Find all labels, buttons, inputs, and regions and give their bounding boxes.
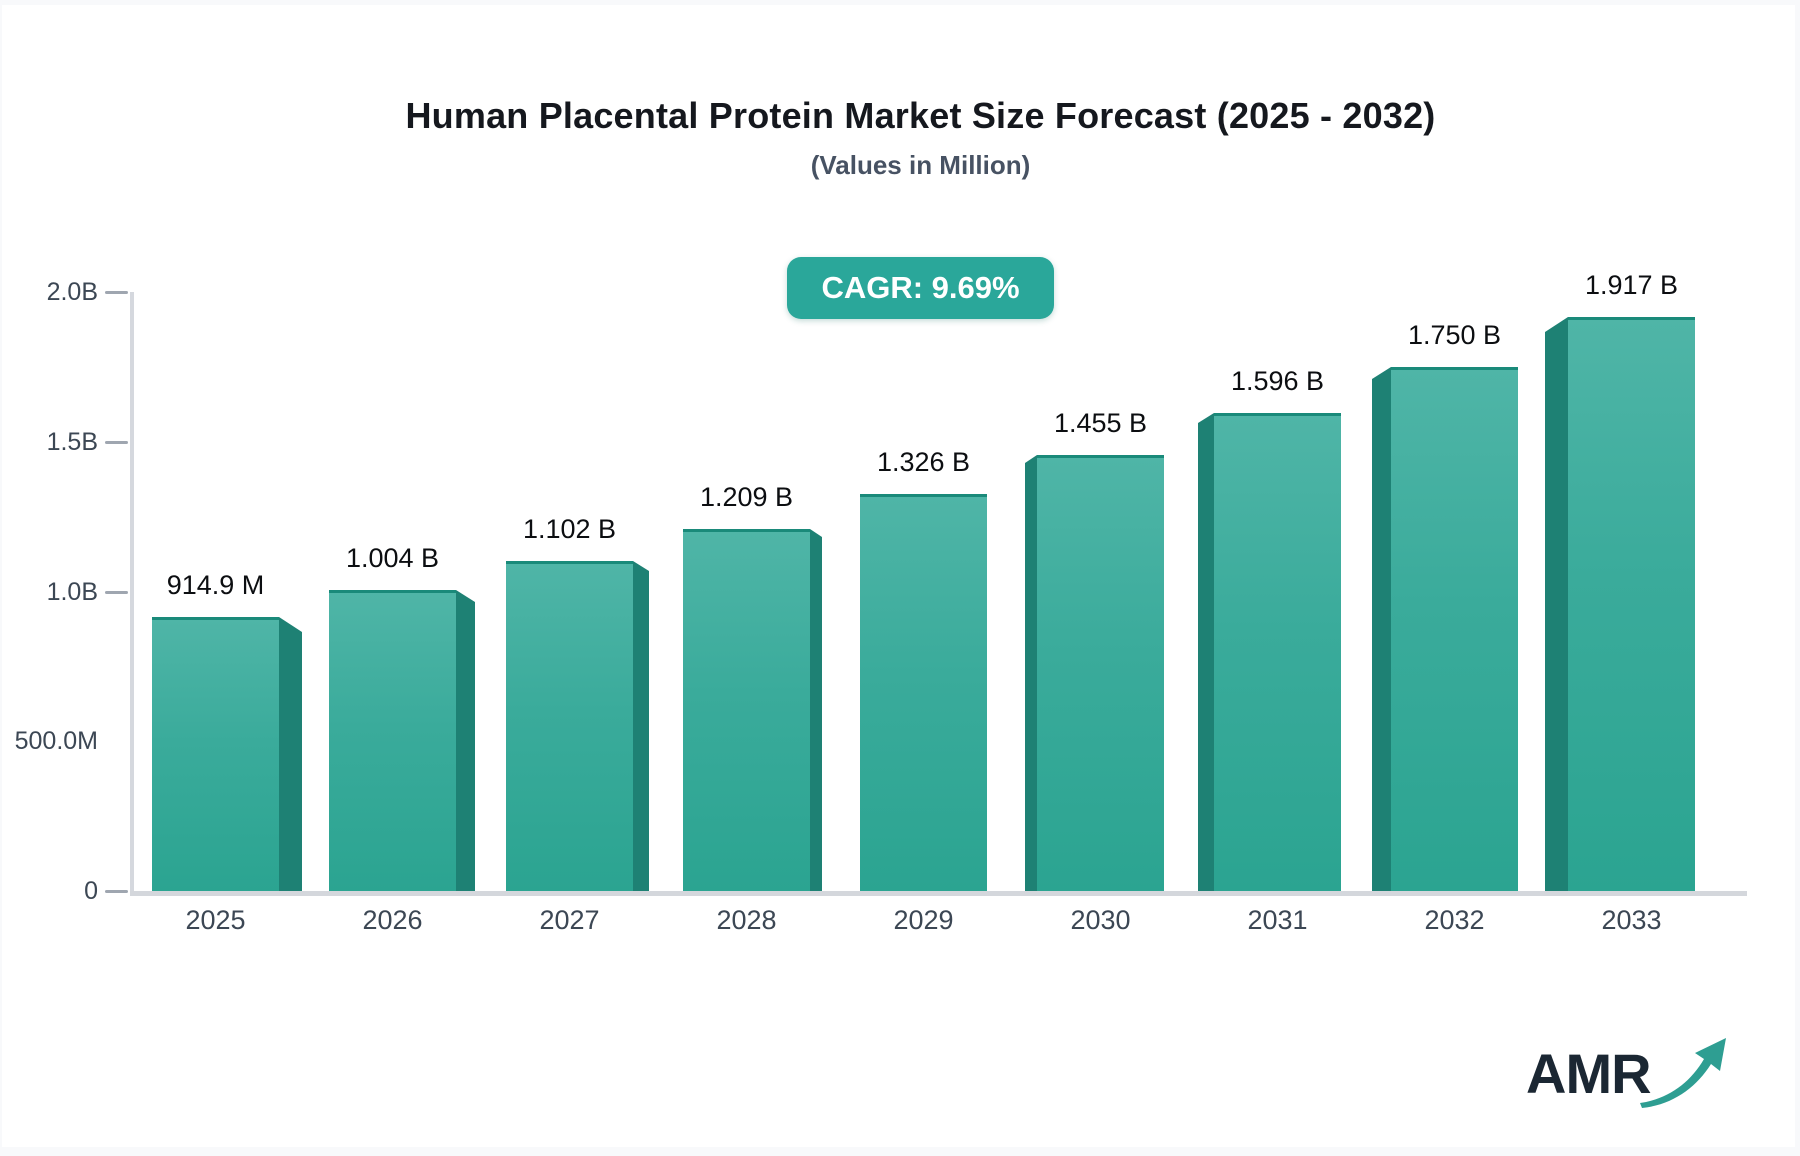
amr-logo-text: AMR (1526, 1042, 1652, 1105)
amr-logo: AMR (1526, 1033, 1726, 1119)
bar-side-face (456, 590, 475, 891)
x-axis-label: 2033 (1601, 905, 1662, 935)
x-axis-label: 2026 (362, 905, 423, 935)
bar-value-label: 1.455 B (1053, 408, 1148, 438)
chart-title: Human Placental Protein Market Size Fore… (405, 95, 1436, 136)
bar-side-face (633, 561, 649, 891)
bar-value-label: 1.596 B (1230, 366, 1325, 396)
x-axis-label: 2025 (185, 905, 246, 935)
bar (1568, 317, 1695, 891)
bar-value-label: 1.209 B (699, 482, 794, 512)
y-axis-line (130, 292, 134, 896)
x-axis-label: 2031 (1247, 905, 1308, 935)
bar-side-face (1545, 317, 1568, 891)
x-axis-label: 2028 (716, 905, 777, 935)
bar-value-label: 1.917 B (1584, 270, 1679, 300)
cagr-badge: CAGR: 9.69% (787, 257, 1054, 319)
bar-side-face (1372, 367, 1391, 891)
y-axis-label: 1.5B (46, 427, 98, 456)
bar-side-face (279, 617, 302, 891)
bar (683, 529, 810, 891)
bar-value-label: 1.750 B (1407, 320, 1502, 350)
y-axis-tick (105, 291, 128, 294)
chart-subtitle: (Values in Million) (810, 150, 1031, 180)
y-axis-tick (105, 590, 128, 594)
bar-side-face (810, 529, 822, 891)
x-axis-label: 2029 (893, 905, 954, 935)
bar-side-face (1025, 455, 1037, 891)
bar (860, 494, 987, 891)
bar-value-label: 1.004 B (345, 543, 440, 573)
y-axis-tick (105, 890, 128, 893)
bar-value-label: 914.9 M (166, 570, 265, 600)
x-axis-label: 2027 (539, 905, 600, 935)
y-axis-tick (105, 440, 128, 444)
x-axis-line (130, 891, 1747, 896)
bar-value-label: 1.326 B (876, 447, 971, 477)
bar (152, 617, 279, 891)
chart-card: Human Placental Protein Market Size Fore… (2, 5, 1795, 1147)
y-axis-label: 0 (84, 877, 98, 905)
x-axis-label: 2030 (1070, 905, 1131, 935)
y-axis-label: 500.0M (14, 727, 98, 756)
x-axis-label: 2032 (1424, 905, 1485, 935)
growth-arrow-icon (1640, 1038, 1726, 1108)
bar-side-face (1198, 413, 1214, 891)
y-axis-label: 1.0B (46, 577, 98, 606)
bar (1391, 367, 1518, 891)
bar (1037, 455, 1164, 891)
bar (329, 590, 456, 891)
bar (1214, 413, 1341, 891)
y-axis-label: 2.0B (46, 278, 98, 306)
bar-value-label: 1.102 B (522, 514, 617, 544)
cagr-badge-wrap: CAGR: 9.69% (46, 257, 1795, 319)
bar (506, 561, 633, 891)
